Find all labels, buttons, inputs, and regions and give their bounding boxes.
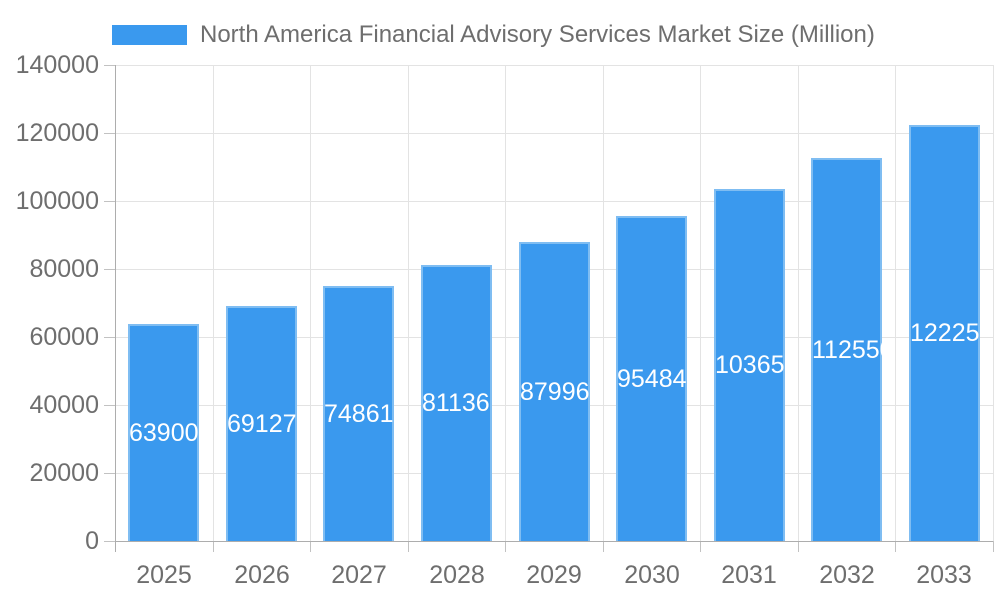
bar-value-label: 103650 — [715, 351, 785, 379]
x-tick-label: 2028 — [429, 561, 485, 589]
y-tick-label: 20000 — [29, 459, 99, 487]
bar-value-label: 112550 — [812, 336, 882, 364]
x-tick-label: 2033 — [916, 561, 972, 589]
y-axis-tick — [104, 541, 115, 542]
y-axis-tick — [104, 405, 115, 406]
bar[interactable] — [323, 286, 394, 541]
bar-value-label: 69127 — [227, 410, 297, 438]
y-tick-label: 100000 — [15, 187, 99, 215]
x-axis-tick — [798, 541, 799, 552]
bar[interactable] — [714, 189, 785, 541]
x-tick-label: 2030 — [624, 561, 680, 589]
bar-value-label: 87996 — [520, 378, 590, 406]
y-tick-label: 0 — [85, 527, 99, 555]
gridline-vertical — [700, 65, 701, 541]
x-axis-tick — [895, 541, 896, 552]
x-tick-label: 2032 — [819, 561, 875, 589]
gridline-vertical — [505, 65, 506, 541]
legend-swatch-icon — [112, 25, 187, 45]
y-axis-line — [115, 65, 116, 552]
bar[interactable] — [616, 216, 687, 541]
bar[interactable] — [519, 242, 590, 541]
x-tick-label: 2026 — [234, 561, 290, 589]
x-axis-tick — [603, 541, 604, 552]
bar-value-label: 63900 — [129, 419, 199, 447]
x-axis-tick — [700, 541, 701, 552]
gridline-horizontal — [115, 133, 993, 134]
y-tick-label: 140000 — [15, 51, 99, 79]
y-axis-tick — [104, 337, 115, 338]
y-tick-label: 80000 — [29, 255, 99, 283]
x-tick-label: 2031 — [721, 561, 777, 589]
gridline-vertical — [408, 65, 409, 541]
x-axis-tick — [408, 541, 409, 552]
y-axis-tick — [104, 473, 115, 474]
gridline-vertical — [603, 65, 604, 541]
gridline-vertical — [895, 65, 896, 541]
bar[interactable] — [909, 125, 980, 541]
bar[interactable] — [421, 265, 492, 541]
bar-value-label: 81136 — [422, 389, 490, 417]
x-tick-label: 2029 — [526, 561, 582, 589]
x-axis-tick — [310, 541, 311, 552]
x-axis-tick — [213, 541, 214, 552]
y-tick-label: 120000 — [15, 119, 99, 147]
y-axis-tick — [104, 133, 115, 134]
gridline-vertical — [993, 65, 994, 541]
y-axis-tick — [104, 269, 115, 270]
bar[interactable] — [128, 324, 199, 541]
y-axis-tick — [104, 201, 115, 202]
bar-value-label: 122250 — [910, 319, 980, 347]
chart-legend[interactable]: North America Financial Advisory Service… — [112, 21, 875, 48]
bar-value-label: 74861 — [324, 400, 394, 428]
gridline-horizontal — [115, 65, 993, 66]
y-tick-label: 40000 — [29, 391, 99, 419]
x-tick-label: 2025 — [136, 561, 192, 589]
legend-label: North America Financial Advisory Service… — [200, 21, 875, 48]
x-tick-label: 2027 — [331, 561, 387, 589]
bar[interactable] — [811, 158, 882, 541]
gridline-vertical — [798, 65, 799, 541]
gridline-vertical — [213, 65, 214, 541]
bar-value-label: 95484 — [617, 365, 687, 393]
x-axis-line — [115, 541, 993, 542]
y-tick-label: 60000 — [29, 323, 99, 351]
gridline-vertical — [310, 65, 311, 541]
y-axis-tick — [104, 65, 115, 66]
gridline-horizontal — [115, 201, 993, 202]
bar[interactable] — [226, 306, 297, 541]
x-axis-tick — [505, 541, 506, 552]
x-axis-tick — [993, 541, 994, 552]
